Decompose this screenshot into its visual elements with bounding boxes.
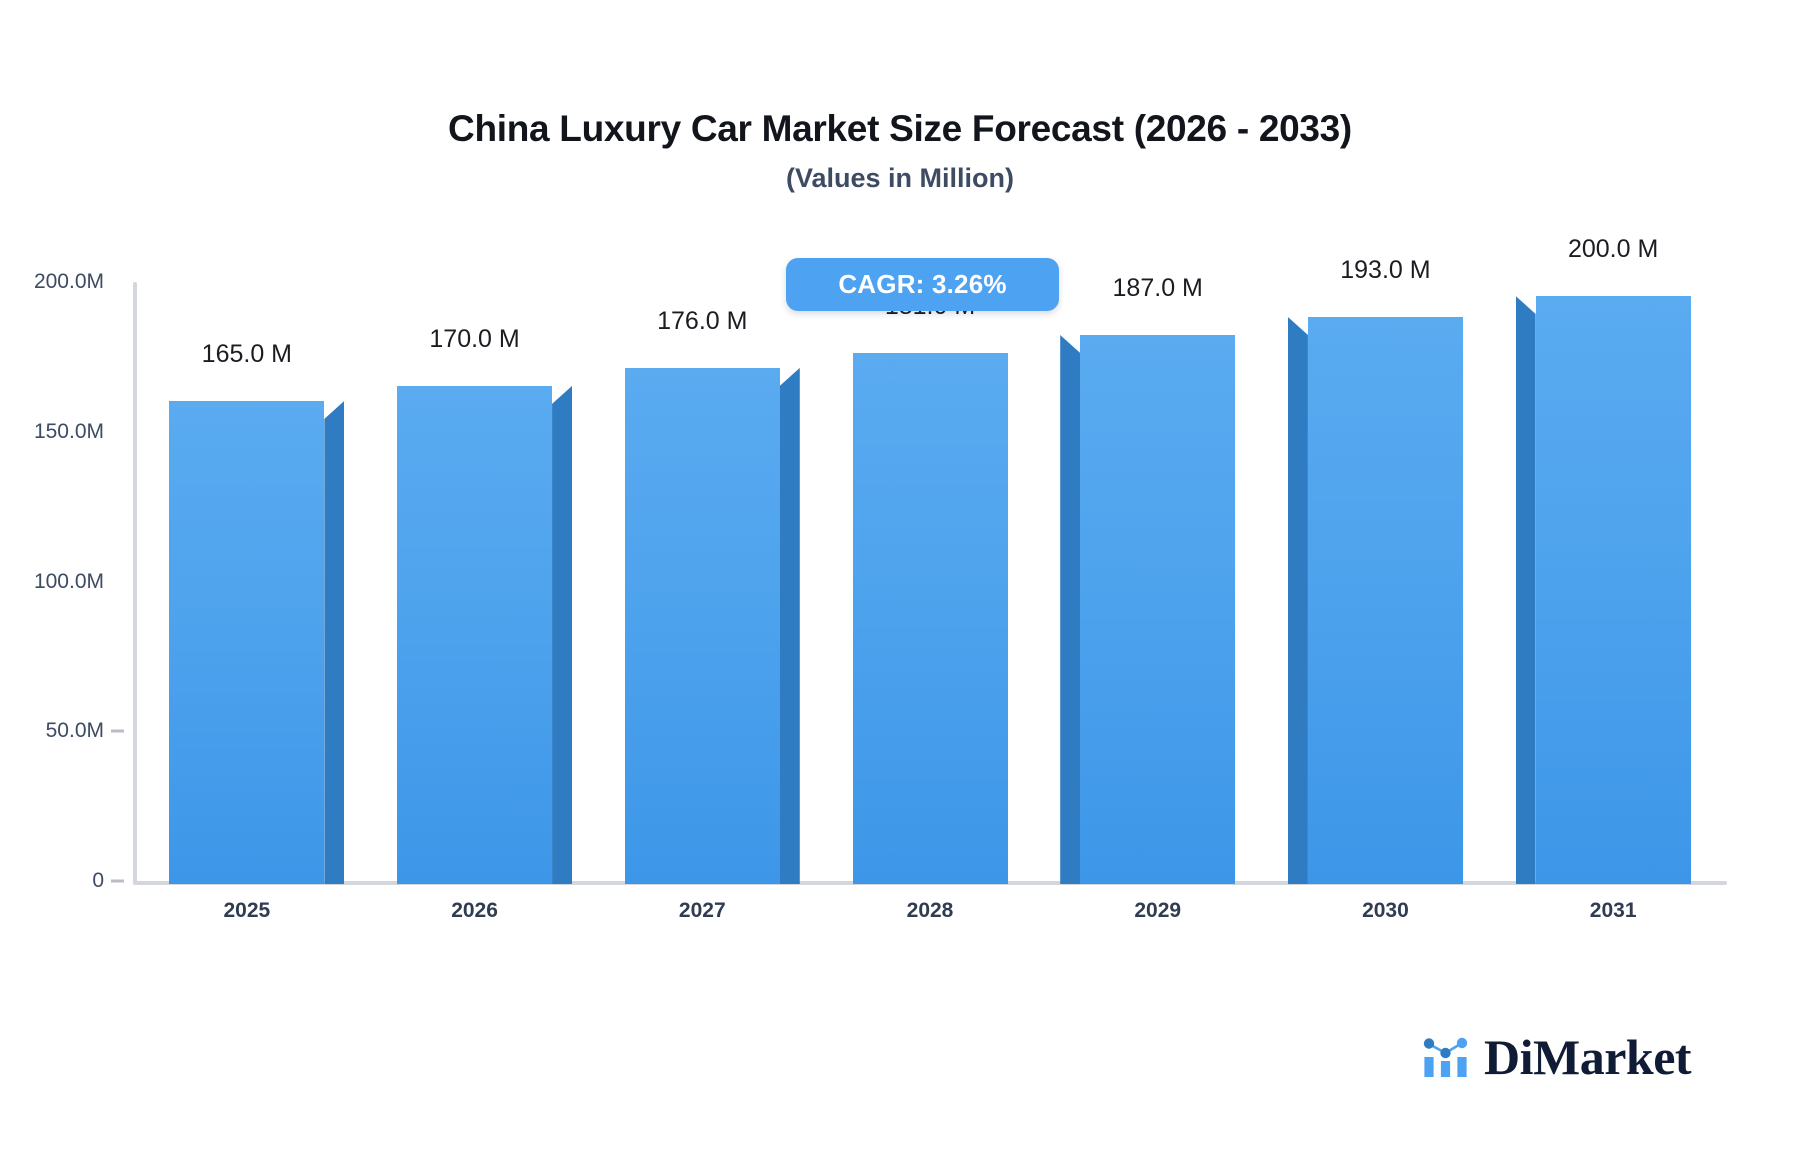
cagr-badge: CAGR: 3.26% — [786, 258, 1059, 311]
bar — [624, 357, 800, 884]
bar-side-face — [1060, 334, 1081, 884]
bar — [1287, 306, 1463, 884]
y-axis-tick — [111, 879, 124, 883]
bar — [1515, 285, 1691, 884]
bar-front-face — [397, 385, 553, 884]
bar-value-label: 193.0 M — [1340, 255, 1431, 284]
bar-front-face — [1535, 296, 1691, 884]
bar-chart-with-trendline-icon — [1422, 1035, 1470, 1079]
y-axis-label: 100.0M — [33, 569, 104, 593]
logo-wordmark: DiMarket — [1484, 1029, 1692, 1085]
bar-side-face — [779, 367, 800, 884]
x-axis-label: 2028 — [906, 899, 954, 922]
bar-side-face — [1287, 316, 1308, 884]
plot-area — [133, 282, 1727, 884]
y-axis-label: 200.0M — [33, 270, 104, 293]
y-axis-tick-labels: 0 50.0M 100.0M 150.0M 200.0M — [0, 0, 104, 1156]
x-axis-label: 2025 — [223, 899, 271, 922]
bar — [1060, 324, 1236, 884]
bar-front-face — [624, 367, 780, 884]
chart-subtitle: (Values in Million) — [785, 163, 1015, 193]
y-axis-label: 50.0M — [45, 719, 104, 743]
y-axis-tick — [111, 729, 124, 733]
dimarket-logo: DiMarket — [1422, 1029, 1692, 1085]
x-axis-label: 2026 — [451, 899, 498, 922]
y-axis-label: 0 — [92, 869, 104, 892]
bar-value-label: 165.0 M — [201, 339, 293, 368]
bar — [852, 342, 1008, 884]
bar-value-label: 187.0 M — [1112, 273, 1203, 302]
x-axis-label: 2031 — [1589, 899, 1637, 922]
bar-side-face — [324, 400, 345, 884]
bar-front-face — [1080, 334, 1236, 884]
y-axis-line — [133, 282, 137, 885]
bar-value-label: 176.0 M — [657, 306, 748, 335]
bar-value-label: 170.0 M — [429, 324, 520, 353]
bar-side-face — [1515, 296, 1536, 884]
bar-front-face — [169, 400, 325, 884]
x-axis-label: 2027 — [678, 899, 726, 922]
bar-front-face — [852, 352, 1008, 884]
x-axis-label: 2030 — [1362, 899, 1409, 922]
bar — [169, 390, 345, 884]
y-axis-label: 150.0M — [33, 419, 104, 443]
chart-title: China Luxury Car Market Size Forecast (2… — [448, 108, 1352, 149]
bar-side-face — [552, 385, 573, 884]
cagr-badge-label: CAGR: 3.26% — [838, 269, 1007, 299]
bar-front-face — [1307, 316, 1463, 884]
bar — [397, 375, 573, 884]
x-axis-label: 2029 — [1134, 899, 1182, 922]
bar-value-label: 200.0 M — [1567, 235, 1659, 263]
